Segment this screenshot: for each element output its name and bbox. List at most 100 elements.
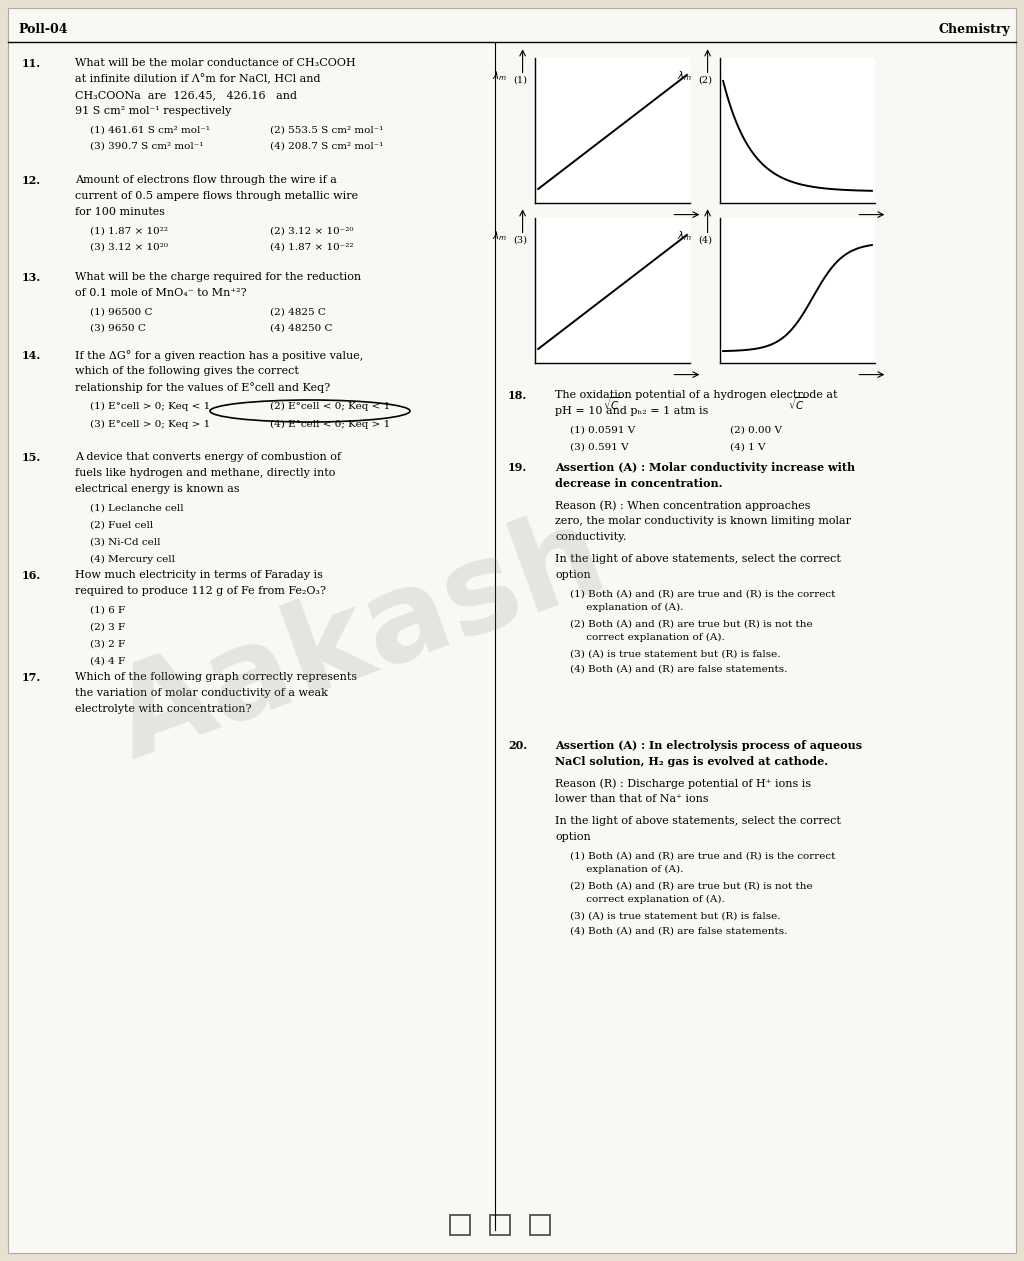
- Text: Chemistry: Chemistry: [938, 23, 1010, 37]
- Text: current of 0.5 ampere flows through metallic wire: current of 0.5 ampere flows through meta…: [75, 190, 358, 200]
- Text: relationship for the values of E°cell and Keq?: relationship for the values of E°cell an…: [75, 382, 330, 393]
- Text: Assertion (A) : In electrolysis process of aqueous: Assertion (A) : In electrolysis process …: [555, 740, 862, 752]
- Text: $\sqrt{C}$: $\sqrt{C}$: [603, 395, 622, 411]
- Text: Reason (R) : Discharge potential of H⁺ ions is: Reason (R) : Discharge potential of H⁺ i…: [555, 778, 811, 788]
- Text: (1) Leclanche cell: (1) Leclanche cell: [90, 504, 183, 513]
- Text: (2) Fuel cell: (2) Fuel cell: [90, 521, 154, 530]
- Text: (2) 3.12 × 10⁻²⁰: (2) 3.12 × 10⁻²⁰: [270, 227, 353, 236]
- Text: (1): (1): [513, 76, 527, 84]
- Text: fuels like hydrogen and methane, directly into: fuels like hydrogen and methane, directl…: [75, 468, 336, 478]
- Text: for 100 minutes: for 100 minutes: [75, 207, 165, 217]
- Text: In the light of above statements, select the correct: In the light of above statements, select…: [555, 816, 841, 826]
- Text: (1) Both (A) and (R) are true and (R) is the correct: (1) Both (A) and (R) are true and (R) is…: [570, 590, 836, 599]
- Text: pH = 10 and pₕ₂ = 1 atm is: pH = 10 and pₕ₂ = 1 atm is: [555, 406, 709, 416]
- Text: (1) E°cell > 0; Keq < 1: (1) E°cell > 0; Keq < 1: [90, 402, 210, 411]
- FancyBboxPatch shape: [450, 1216, 470, 1235]
- Text: Reason (R) : When concentration approaches: Reason (R) : When concentration approach…: [555, 501, 811, 511]
- Text: (3) 0.591 V: (3) 0.591 V: [570, 443, 629, 451]
- Text: 11.: 11.: [22, 58, 41, 69]
- Text: (3): (3): [513, 236, 527, 245]
- Text: (4) E°cell < 0; Keq > 1: (4) E°cell < 0; Keq > 1: [270, 420, 390, 429]
- Text: (1) 1.87 × 10²²: (1) 1.87 × 10²²: [90, 227, 168, 236]
- Text: If the ΔG° for a given reaction has a positive value,: If the ΔG° for a given reaction has a po…: [75, 351, 364, 361]
- Text: (4) 1.87 × 10⁻²²: (4) 1.87 × 10⁻²²: [270, 243, 353, 252]
- Text: 15.: 15.: [22, 451, 41, 463]
- Text: (2) Both (A) and (R) are true but (R) is not the: (2) Both (A) and (R) are true but (R) is…: [570, 881, 813, 892]
- Text: A device that converts energy of combustion of: A device that converts energy of combust…: [75, 451, 341, 462]
- Text: (3) (A) is true statement but (R) is false.: (3) (A) is true statement but (R) is fal…: [570, 649, 780, 660]
- Text: required to produce 112 g of Fe from Fe₂O₃?: required to produce 112 g of Fe from Fe₂…: [75, 586, 326, 596]
- Text: $\lambda_m$: $\lambda_m$: [545, 226, 559, 240]
- Text: (4) Both (A) and (R) are false statements.: (4) Both (A) and (R) are false statement…: [570, 927, 787, 936]
- Text: which of the following gives the correct: which of the following gives the correct: [75, 366, 299, 376]
- Text: at infinite dilution if Λ°m for NaCl, HCl and: at infinite dilution if Λ°m for NaCl, HC…: [75, 74, 321, 84]
- Text: (1) 6 F: (1) 6 F: [90, 607, 125, 615]
- Text: the variation of molar conductivity of a weak: the variation of molar conductivity of a…: [75, 689, 328, 699]
- Text: NaCl solution, H₂ gas is evolved at cathode.: NaCl solution, H₂ gas is evolved at cath…: [555, 757, 828, 767]
- Text: (1) 0.0591 V: (1) 0.0591 V: [570, 426, 635, 435]
- Text: $\lambda_m$: $\lambda_m$: [730, 66, 744, 79]
- Text: $\lambda_m$: $\lambda_m$: [677, 69, 692, 83]
- Text: Which of the following graph correctly represents: Which of the following graph correctly r…: [75, 672, 357, 682]
- Text: What will be the charge required for the reduction: What will be the charge required for the…: [75, 272, 361, 282]
- Text: correct explanation of (A).: correct explanation of (A).: [570, 895, 725, 904]
- Text: (3) 3.12 × 10²⁰: (3) 3.12 × 10²⁰: [90, 243, 168, 252]
- Text: (3) 9650 C: (3) 9650 C: [90, 324, 145, 333]
- Text: Assertion (A) : Molar conductivity increase with: Assertion (A) : Molar conductivity incre…: [555, 462, 855, 473]
- Text: (4) Mercury cell: (4) Mercury cell: [90, 555, 175, 564]
- Text: 19.: 19.: [508, 462, 527, 473]
- Text: lower than that of Na⁺ ions: lower than that of Na⁺ ions: [555, 794, 709, 805]
- Text: conductivity.: conductivity.: [555, 532, 627, 542]
- Text: (2) 4825 C: (2) 4825 C: [270, 308, 326, 317]
- Text: (2) Both (A) and (R) are true but (R) is not the: (2) Both (A) and (R) are true but (R) is…: [570, 620, 813, 629]
- Text: $\sqrt{C}$: $\sqrt{C}$: [603, 235, 622, 252]
- Text: (3) 390.7 S cm² mol⁻¹: (3) 390.7 S cm² mol⁻¹: [90, 142, 204, 151]
- Text: (2) 3 F: (2) 3 F: [90, 623, 125, 632]
- Text: 91 S cm² mol⁻¹ respectively: 91 S cm² mol⁻¹ respectively: [75, 106, 231, 116]
- Text: electrolyte with concentration?: electrolyte with concentration?: [75, 704, 252, 714]
- Text: $\sqrt{C}$: $\sqrt{C}$: [788, 395, 807, 411]
- Text: (4) Both (A) and (R) are false statements.: (4) Both (A) and (R) are false statement…: [570, 665, 787, 673]
- Text: option: option: [555, 832, 591, 842]
- Text: (2) 553.5 S cm² mol⁻¹: (2) 553.5 S cm² mol⁻¹: [270, 126, 383, 135]
- Text: correct explanation of (A).: correct explanation of (A).: [570, 633, 725, 642]
- FancyBboxPatch shape: [8, 8, 1016, 1253]
- Text: In the light of above statements, select the correct: In the light of above statements, select…: [555, 554, 841, 564]
- Text: (2) 0.00 V: (2) 0.00 V: [730, 426, 782, 435]
- Text: 16.: 16.: [22, 570, 41, 581]
- Text: (4) 1 V: (4) 1 V: [730, 443, 766, 451]
- Text: CH₃COONa  are  126.45,   426.16   and: CH₃COONa are 126.45, 426.16 and: [75, 90, 297, 100]
- Text: 17.: 17.: [22, 672, 41, 683]
- Text: (1) 96500 C: (1) 96500 C: [90, 308, 153, 317]
- Text: What will be the molar conductance of CH₃COOH: What will be the molar conductance of CH…: [75, 58, 355, 68]
- Text: (2) E°cell < 0; Keq < 1: (2) E°cell < 0; Keq < 1: [270, 402, 390, 411]
- Text: explanation of (A).: explanation of (A).: [570, 865, 683, 874]
- Text: 14.: 14.: [22, 351, 41, 361]
- Text: (1) 461.61 S cm² mol⁻¹: (1) 461.61 S cm² mol⁻¹: [90, 126, 210, 135]
- Text: decrease in concentration.: decrease in concentration.: [555, 478, 723, 489]
- Text: $\lambda_m$: $\lambda_m$: [492, 230, 507, 243]
- Text: (2): (2): [698, 76, 712, 84]
- Text: How much electricity in terms of Faraday is: How much electricity in terms of Faraday…: [75, 570, 323, 580]
- Text: 20.: 20.: [508, 740, 527, 752]
- Text: zero, the molar conductivity is known limiting molar: zero, the molar conductivity is known li…: [555, 516, 851, 526]
- Text: Poll-04: Poll-04: [18, 23, 68, 37]
- Text: $\sqrt{C}$: $\sqrt{C}$: [788, 235, 807, 252]
- Text: explanation of (A).: explanation of (A).: [570, 603, 683, 612]
- Text: $\lambda_m$: $\lambda_m$: [492, 69, 507, 83]
- Text: (1) Both (A) and (R) are true and (R) is the correct: (1) Both (A) and (R) are true and (R) is…: [570, 852, 836, 861]
- Text: $\lambda_m$: $\lambda_m$: [677, 230, 692, 243]
- Text: Aakash: Aakash: [98, 496, 622, 784]
- Text: $\lambda_m$: $\lambda_m$: [545, 66, 559, 79]
- FancyBboxPatch shape: [490, 1216, 510, 1235]
- Text: 12.: 12.: [22, 175, 41, 187]
- Text: option: option: [555, 570, 591, 580]
- Text: $\lambda_m$: $\lambda_m$: [730, 226, 744, 240]
- Text: (4) 208.7 S cm² mol⁻¹: (4) 208.7 S cm² mol⁻¹: [270, 142, 383, 151]
- Text: 13.: 13.: [22, 272, 41, 282]
- Text: (4): (4): [698, 236, 712, 245]
- Text: (3) Ni-Cd cell: (3) Ni-Cd cell: [90, 538, 161, 547]
- Text: Amount of electrons flow through the wire if a: Amount of electrons flow through the wir…: [75, 175, 337, 185]
- Text: (3) 2 F: (3) 2 F: [90, 641, 125, 649]
- Text: (3) (A) is true statement but (R) is false.: (3) (A) is true statement but (R) is fal…: [570, 912, 780, 921]
